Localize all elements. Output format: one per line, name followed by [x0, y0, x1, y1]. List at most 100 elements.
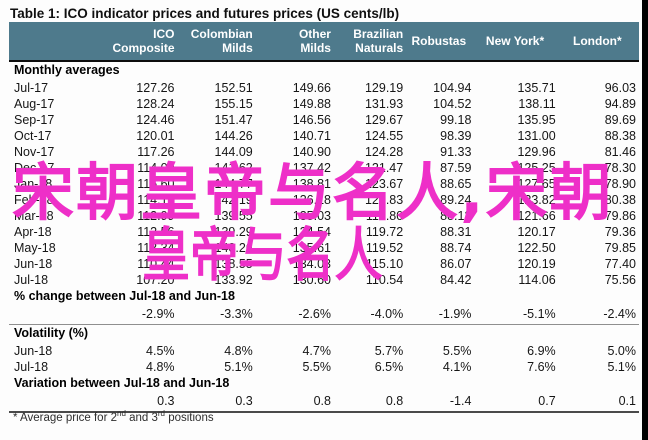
value-cell: 79.85 — [604, 240, 636, 255]
value-cell: 144.77 — [214, 176, 253, 191]
row-label: Aug-17 — [14, 96, 55, 111]
value-cell: 4.8% — [224, 343, 253, 358]
value-cell: -2.4% — [558, 305, 639, 325]
value-cell: 144.26 — [214, 128, 253, 143]
value-cell: 6.9% — [527, 343, 556, 358]
value-cell: 138.81 — [292, 176, 331, 191]
value-cell: 123.82 — [517, 192, 556, 207]
col-header-robustas: Robustas — [406, 22, 475, 62]
value-cell: 75.56 — [604, 272, 636, 287]
value-cell: 141.62 — [214, 160, 253, 175]
value-cell: 136.18 — [292, 192, 331, 207]
value-cell: 131.93 — [364, 96, 404, 111]
value-cell: 138.55 — [214, 256, 253, 271]
value-cell: 86.07 — [440, 256, 472, 271]
value-cell: 130.60 — [292, 272, 331, 287]
value-cell: 4.5% — [146, 343, 175, 358]
footnote-text: * Average price for 2 — [13, 411, 117, 424]
footnote: * Average price for 2nd and 3rd position… — [13, 409, 214, 424]
value-cell: 80.38 — [604, 192, 636, 207]
value-cell: 112.99 — [137, 208, 175, 223]
value-cell: 113.34 — [137, 240, 175, 255]
row-label: Dec-17 — [14, 160, 55, 175]
row-label: Jul-18 — [14, 359, 49, 374]
row-label: Jul-18 — [14, 272, 49, 287]
value-cell: 5.5% — [302, 359, 331, 374]
value-cell: 135.71 — [517, 80, 556, 95]
table-row: Jul-17 127.26 152.51 149.66 129.19 104.94 135.… — [9, 80, 639, 96]
value-cell: 0.8 — [333, 392, 407, 413]
value-cell: 121.83 — [364, 192, 404, 207]
table-row: 0.3 0.3 0.8 0.8 -1.4 0.7 0.1 — [9, 392, 639, 413]
value-cell: 5.7% — [374, 343, 404, 358]
value-cell: 0.8 — [255, 392, 334, 413]
value-cell: 140.26 — [214, 240, 253, 255]
row-label — [9, 305, 100, 325]
row-label: Apr-18 — [14, 224, 52, 239]
value-cell: 88.13 — [440, 208, 472, 223]
section-label: Variation between Jul-18 and Jun-18 — [14, 375, 230, 390]
value-cell: 140.90 — [292, 144, 331, 159]
value-cell: 0.7 — [474, 392, 559, 413]
value-cell: 135.03 — [292, 208, 331, 223]
value-cell: 142.19 — [214, 192, 253, 207]
value-cell: 120.17 — [517, 224, 556, 239]
value-cell: 131.00 — [517, 128, 556, 143]
value-cell: 77.40 — [604, 256, 636, 271]
value-cell: 127.65 — [517, 176, 556, 191]
col-header-london-: London* — [558, 22, 639, 62]
table-row: Jul-18 4.8% 5.1% 5.5% 6.5% 4.1% 7.6% 5.1% — [9, 359, 639, 375]
value-cell: 91.33 — [440, 144, 472, 159]
value-cell: 149.88 — [292, 96, 331, 111]
value-cell: 88.31 — [440, 224, 472, 239]
right-edge-bar — [642, 0, 648, 440]
row-label: Sep-17 — [14, 112, 55, 127]
table-row: Feb-18 114.19 142.19 136.18 121.83 89.24 123.8… — [9, 192, 639, 208]
value-cell: 135.95 — [517, 112, 556, 127]
value-cell: 134.03 — [292, 256, 331, 271]
col-header-rowlabel — [9, 22, 100, 62]
row-label: Jun-18 — [14, 256, 53, 271]
row-label: Jun-18 — [14, 343, 53, 358]
value-cell: 129.96 — [517, 144, 556, 159]
value-cell: 0.3 — [99, 392, 178, 413]
value-cell: 146.56 — [292, 112, 331, 127]
value-cell: -1.9% — [406, 305, 475, 325]
value-cell: 79.86 — [604, 208, 636, 223]
value-cell: 114.19 — [137, 192, 175, 207]
value-cell: 138.11 — [518, 96, 556, 111]
value-cell: 149.66 — [292, 80, 331, 95]
value-cell: 123.67 — [364, 176, 404, 191]
value-cell: 5.1% — [607, 359, 637, 374]
row-label — [9, 392, 100, 413]
value-cell: 124.55 — [364, 128, 404, 143]
value-cell: 84.42 — [440, 272, 472, 287]
value-cell: 99.18 — [440, 112, 472, 127]
value-cell: -5.1% — [474, 305, 559, 325]
value-cell: 122.50 — [517, 240, 556, 255]
table-row: Nov-17 117.26 144.09 140.90 124.28 91.33 129.9… — [9, 144, 639, 160]
col-header-ico: ICO Composite — [99, 22, 178, 62]
value-cell: 121.66 — [517, 208, 556, 223]
section-label: Monthly averages — [14, 63, 120, 77]
value-cell: 79.36 — [604, 224, 636, 239]
value-cell: 139.55 — [214, 208, 253, 223]
col-header-colombian: Colombian Milds — [177, 22, 256, 62]
value-cell: 87.59 — [440, 160, 472, 175]
value-cell: 6.5% — [374, 359, 404, 374]
value-cell: 89.69 — [604, 112, 636, 127]
value-cell: 110.44 — [137, 256, 175, 271]
value-cell: 137.42 — [292, 160, 331, 175]
value-cell: 104.52 — [433, 96, 472, 111]
value-cell: 5.1% — [224, 359, 253, 374]
value-cell: 89.24 — [440, 192, 472, 207]
value-cell: 119.72 — [365, 224, 404, 239]
table-row: Jun-18 4.5% 4.8% 4.7% 5.7% 5.5% 6.9% 5.0% — [9, 343, 639, 359]
value-cell: -1.4 — [406, 392, 475, 413]
value-cell: -3.3% — [177, 305, 256, 325]
value-cell: 104.94 — [433, 80, 472, 95]
value-cell: 96.03 — [604, 80, 636, 95]
col-header-other: Other Milds — [255, 22, 334, 62]
value-cell: 115.60 — [137, 176, 175, 191]
